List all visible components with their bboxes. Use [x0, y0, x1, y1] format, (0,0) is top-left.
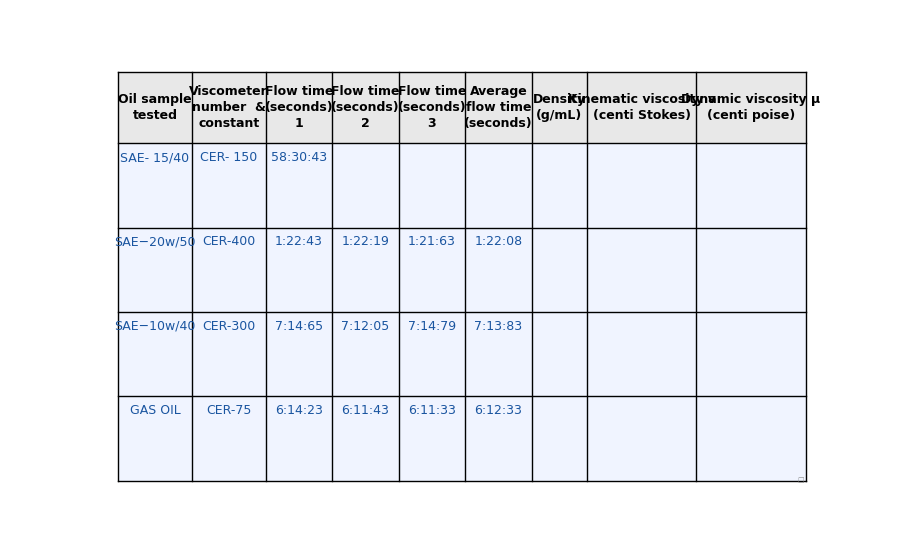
Bar — [118, 72, 806, 143]
Text: 1:22:43: 1:22:43 — [275, 235, 323, 248]
Text: Flow time
(seconds)
2: Flow time (seconds) 2 — [331, 85, 400, 130]
Text: 7:12:05: 7:12:05 — [342, 319, 389, 333]
Text: 7:13:83: 7:13:83 — [475, 319, 522, 333]
Text: 6:11:33: 6:11:33 — [408, 404, 456, 417]
Text: GAS OIL: GAS OIL — [129, 404, 181, 417]
Text: CER-400: CER-400 — [202, 235, 255, 248]
Text: Average
flow time
(seconds): Average flow time (seconds) — [464, 85, 532, 130]
Text: 6:14:23: 6:14:23 — [275, 404, 323, 417]
Text: 1:22:19: 1:22:19 — [342, 235, 389, 248]
Text: CER-300: CER-300 — [202, 319, 255, 333]
Text: 58:30:43: 58:30:43 — [271, 151, 327, 164]
Text: 7:14:65: 7:14:65 — [275, 319, 323, 333]
Text: 1:22:08: 1:22:08 — [475, 235, 522, 248]
Text: 1:21:63: 1:21:63 — [408, 235, 456, 248]
Text: 6:12:33: 6:12:33 — [475, 404, 522, 417]
Text: Dynamic viscosity μ
(centi poise): Dynamic viscosity μ (centi poise) — [681, 93, 821, 122]
Text: Oil sample
tested: Oil sample tested — [118, 93, 191, 122]
Text: □: □ — [797, 478, 805, 484]
Text: SAE−10w/40: SAE−10w/40 — [114, 319, 196, 333]
Text: Viscometer
number  &
constant: Viscometer number & constant — [190, 85, 268, 130]
Text: Kinematic viscosity v
(centi Stokes): Kinematic viscosity v (centi Stokes) — [567, 93, 716, 122]
Text: 6:11:43: 6:11:43 — [342, 404, 389, 417]
Bar — [118, 228, 806, 312]
Bar — [118, 312, 806, 396]
Bar — [118, 143, 806, 228]
Text: Flow time
(seconds)
3: Flow time (seconds) 3 — [397, 85, 467, 130]
Text: CER-75: CER-75 — [206, 404, 252, 417]
Text: CER- 150: CER- 150 — [200, 151, 257, 164]
Text: Density
(g/mL): Density (g/mL) — [533, 93, 586, 122]
Text: SAE−20w/50: SAE−20w/50 — [114, 235, 196, 248]
Text: 7:14:79: 7:14:79 — [408, 319, 456, 333]
Bar — [118, 396, 806, 480]
Text: SAE- 15/40: SAE- 15/40 — [120, 151, 190, 164]
Text: Flow time
(seconds)
1: Flow time (seconds) 1 — [264, 85, 334, 130]
